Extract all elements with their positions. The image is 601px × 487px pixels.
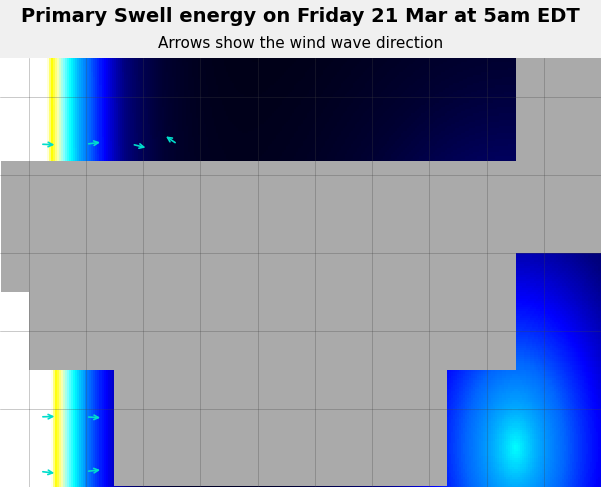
Text: Primary Swell energy on Friday 21 Mar at 5am EDT: Primary Swell energy on Friday 21 Mar at… (21, 7, 580, 26)
Text: Arrows show the wind wave direction: Arrows show the wind wave direction (158, 37, 443, 51)
